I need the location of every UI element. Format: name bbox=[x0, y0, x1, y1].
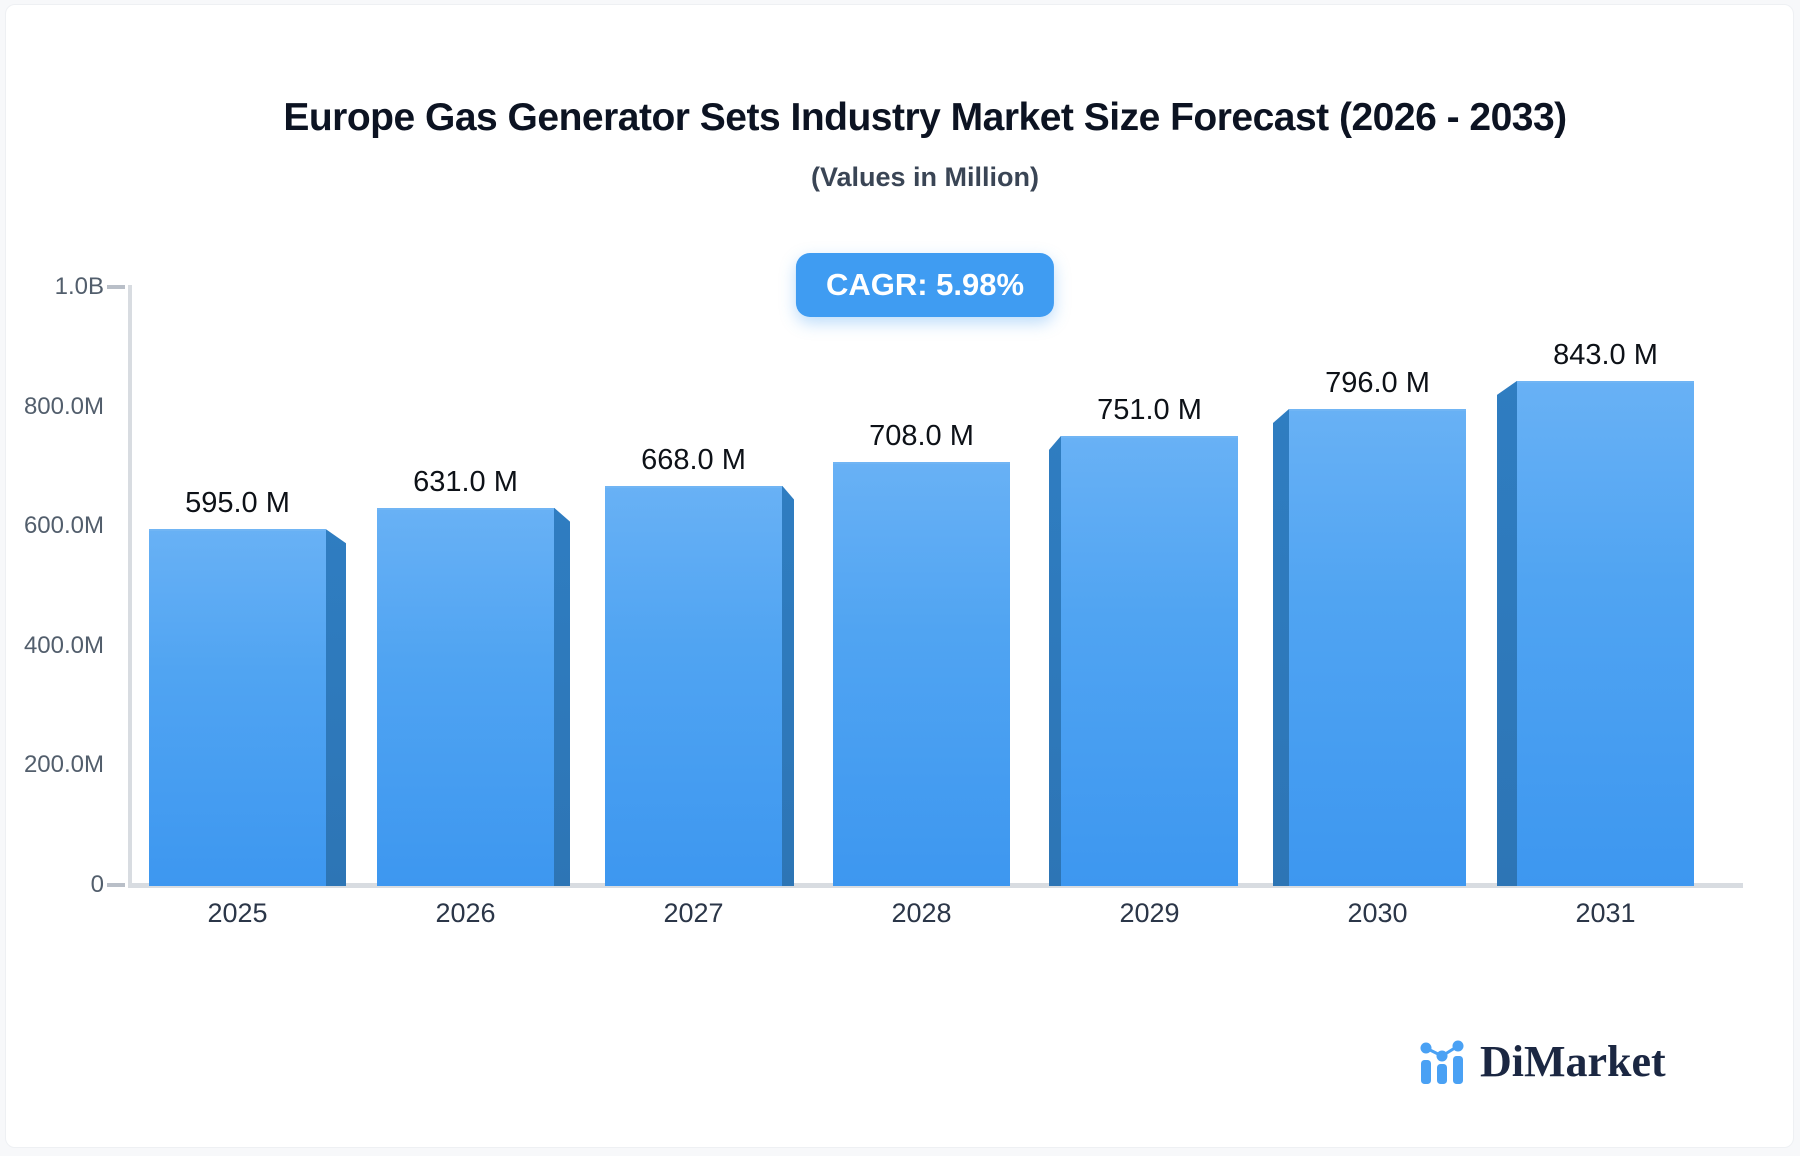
bar-value-label: 796.0 M bbox=[1325, 366, 1430, 399]
bar-value-label: 708.0 M bbox=[869, 419, 974, 452]
dimarket-logo: DiMarket bbox=[1418, 1038, 1666, 1086]
bar-front-face bbox=[1061, 435, 1238, 886]
bar-front-face bbox=[833, 461, 1010, 886]
y-axis-tick-label: 400.0M bbox=[23, 631, 104, 659]
bar-side-face bbox=[1497, 380, 1517, 886]
bar-value-label: 843.0 M bbox=[1553, 338, 1658, 371]
bar-2027 bbox=[605, 485, 794, 886]
x-axis-label: 2031 bbox=[1575, 898, 1636, 928]
bar-2026 bbox=[377, 507, 570, 886]
x-axis-label: 2030 bbox=[1347, 898, 1408, 928]
cagr-badge: CAGR: 5.98% bbox=[795, 253, 1055, 317]
bar-side-face bbox=[554, 507, 570, 886]
bar-2029 bbox=[1049, 435, 1238, 886]
y-axis-tick-label: 1.0B bbox=[54, 273, 104, 300]
x-axis-label: 2029 bbox=[1119, 898, 1180, 928]
bar-front-face bbox=[377, 507, 554, 886]
bar-front-face bbox=[149, 529, 326, 886]
x-axis-label: 2027 bbox=[663, 898, 724, 928]
x-axis-label: 2025 bbox=[207, 898, 268, 928]
y-axis-tick-mark bbox=[107, 285, 125, 289]
x-axis-label: 2028 bbox=[891, 898, 952, 928]
dimarket-logo-icon bbox=[1420, 1040, 1464, 1084]
bar-side-face bbox=[326, 529, 346, 886]
x-axis-label: 2026 bbox=[435, 898, 496, 928]
bar-value-label: 595.0 M bbox=[185, 487, 290, 520]
y-axis-tick-label: 200.0M bbox=[23, 751, 104, 779]
bar-value-label: 668.0 M bbox=[641, 443, 746, 476]
bar-2028 bbox=[833, 461, 1010, 886]
y-axis-tick-mark bbox=[107, 883, 125, 887]
y-axis-tick-label: 0 bbox=[90, 871, 104, 898]
chart-subtitle: (Values in Million) bbox=[810, 162, 1040, 192]
bar-side-face bbox=[1049, 435, 1061, 886]
bar-2031 bbox=[1497, 380, 1694, 886]
y-axis-tick-label: 800.0M bbox=[23, 392, 104, 420]
bar-front-face bbox=[605, 485, 782, 886]
y-axis-line bbox=[128, 285, 132, 888]
chart-header: Europe Gas Generator Sets Industry Marke… bbox=[50, 0, 1800, 193]
bar-front-face bbox=[1289, 408, 1466, 886]
bar-value-label: 751.0 M bbox=[1097, 393, 1202, 426]
bar-front-face bbox=[1517, 380, 1694, 886]
bar-2025 bbox=[149, 529, 346, 886]
bar-2030 bbox=[1273, 408, 1466, 886]
bar-value-label: 631.0 M bbox=[413, 465, 518, 498]
chart-title: Europe Gas Generator Sets Industry Marke… bbox=[283, 96, 1567, 139]
bar-side-face bbox=[782, 485, 794, 886]
y-axis-tick-label: 600.0M bbox=[23, 512, 104, 540]
dimarket-logo-text: DiMarket bbox=[1480, 1037, 1666, 1086]
bar-side-face bbox=[1273, 408, 1289, 886]
